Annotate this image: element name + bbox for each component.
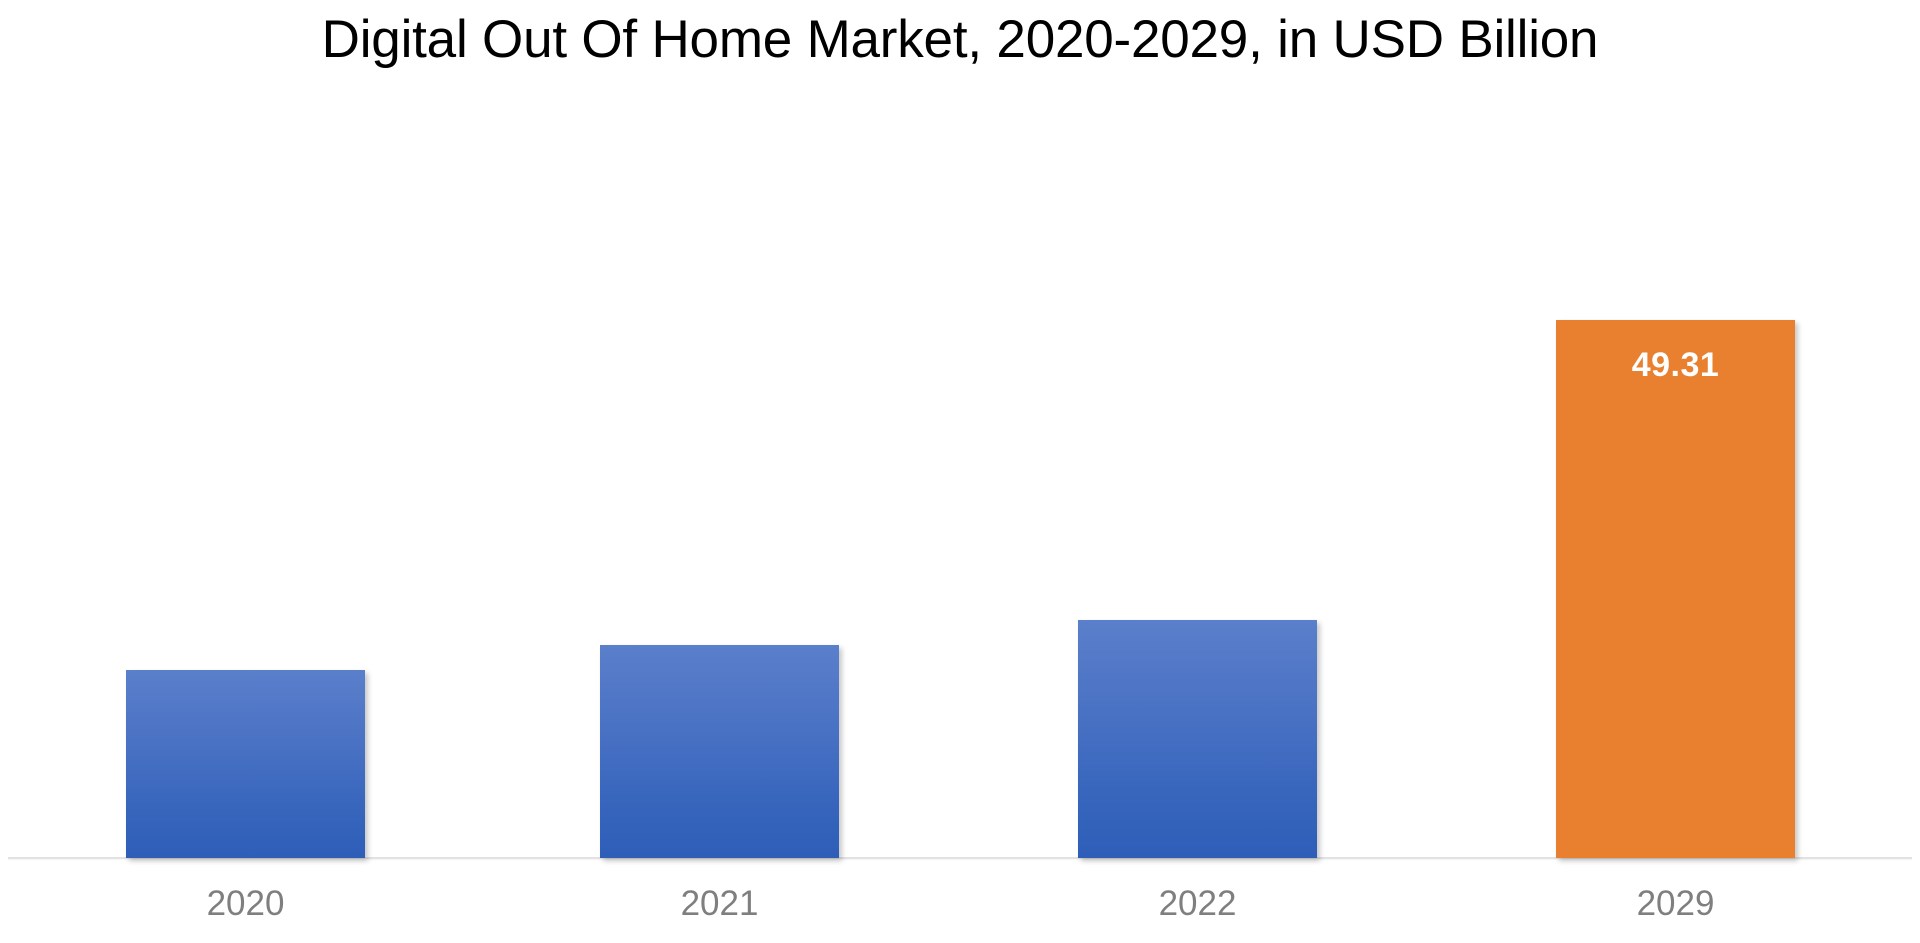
bar-2022[interactable] — [1078, 620, 1317, 858]
tick-label-2022: 2022 — [1158, 884, 1237, 923]
chart-title: Digital Out Of Home Market, 2020-2029, i… — [321, 10, 1599, 69]
category-axis-line — [8, 857, 1912, 861]
tick-label-2029: 2029 — [1636, 884, 1715, 923]
bar-2020[interactable] — [126, 670, 365, 858]
bar-value-label-2029: 49.31 — [1631, 346, 1720, 384]
bar-2021[interactable] — [600, 645, 839, 858]
tick-label-2021: 2021 — [680, 884, 759, 923]
bar-2029[interactable]: 49.31 — [1556, 320, 1795, 858]
tick-label-2020: 2020 — [206, 884, 285, 923]
